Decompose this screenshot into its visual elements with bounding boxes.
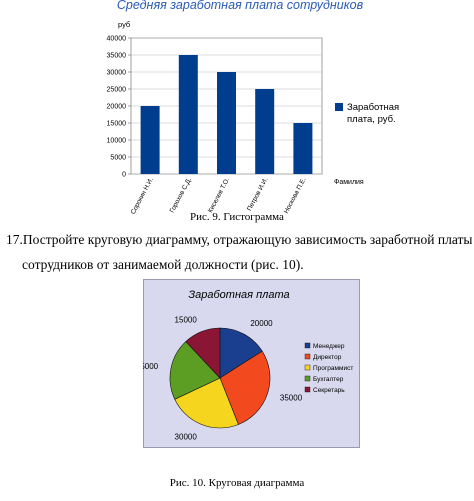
- pie-chart: Заработная плата 20000 35000 30000 25000 150…: [143, 279, 360, 448]
- pie-legend-label: Директор: [313, 354, 342, 361]
- pie-slice: [174, 377, 239, 429]
- bar-chart-title: Средняя заработная плата сотрудников: [117, 0, 364, 12]
- pie-slice: [219, 350, 271, 425]
- bar-y-tick-label: 35000: [107, 53, 127, 60]
- task-text-line-2: сотрудников от занимаемой должности (рис…: [22, 257, 304, 272]
- pie-value-labels: 20000 35000 30000 25000 15000: [143, 315, 303, 441]
- bar-chart-ylabel: руб: [118, 20, 130, 29]
- pie-value-label: 30000: [175, 433, 198, 442]
- pie-slices: [169, 327, 271, 429]
- pie-legend-swatch: [304, 386, 311, 393]
- pie-legend-label: Программист: [313, 365, 353, 372]
- bar: [255, 89, 275, 174]
- bar-chart: Средняя заработная плата сотрудников руб…: [107, 0, 402, 216]
- bar-chart-x-ticks: Сорокин Н.И. Горохов С.Д. Киселев Т.О. Петр…: [130, 176, 308, 215]
- bar-chart-y-ticks: 40000 35000 30000 25000 20000 15000 10000 5000 0: [107, 36, 127, 179]
- pie-slice: [185, 327, 221, 379]
- pie-value-label: 20000: [250, 319, 273, 328]
- pie-legend-swatch: [304, 364, 311, 371]
- pie-legend-swatch: [304, 353, 311, 360]
- pie-value-label: 35000: [280, 393, 303, 402]
- bar-y-tick-label: 10000: [107, 138, 127, 145]
- bar-legend-line-2: плата, руб.: [347, 114, 396, 125]
- bar-legend-swatch: [335, 103, 343, 111]
- pie-legend-label: Секретарь: [313, 387, 345, 394]
- bar-y-tick-label: 5000: [110, 155, 126, 162]
- bar-y-tick-label: 40000: [107, 36, 127, 43]
- bar-y-tick-label: 15000: [107, 121, 127, 128]
- bar-chart-xlabel: Фамилия: [334, 179, 364, 186]
- pie-slice: [169, 341, 221, 400]
- bar: [217, 72, 236, 174]
- bar-y-tick-label: 0: [122, 172, 126, 179]
- bar: [178, 55, 198, 174]
- bar-x-tick-label: Горохов С.Д.: [169, 176, 193, 214]
- bar-legend-label: Заработная плата, руб.: [347, 102, 402, 125]
- task-text-line-1: 17.Постройте круговую диаграмму, отражаю…: [6, 232, 473, 247]
- pie-value-label: 15000: [175, 315, 198, 324]
- pie-legend-label: Бухгалтер: [313, 376, 344, 383]
- pie-legend-swatch: [304, 375, 311, 382]
- pie-legend-label: Менеджер: [313, 343, 345, 350]
- bar-x-tick-label: Петров И.И.: [246, 176, 269, 212]
- bar-y-tick-label: 30000: [107, 70, 127, 77]
- pie-value-label: 25000: [143, 362, 159, 371]
- bar-x-tick-label: Киселев Т.О.: [207, 176, 231, 214]
- bar: [140, 106, 160, 174]
- bar-x-tick-label: Носкова П.Е.: [283, 176, 308, 214]
- pie-legend-swatch: [304, 342, 311, 349]
- fig9-caption: Рис. 9. Гистограмма: [190, 211, 284, 223]
- bar-legend-line-1: Заработная: [347, 102, 399, 113]
- pie-legend: Менеджер Директор Программист Бухгалтер Секр…: [304, 342, 353, 394]
- bar-y-tick-label: 20000: [107, 104, 127, 111]
- bar: [293, 123, 313, 174]
- bar-x-tick-label: Сорокин Н.И.: [130, 176, 155, 215]
- bar-chart-bars: [140, 55, 313, 174]
- bar-y-tick-label: 25000: [107, 87, 127, 94]
- pie-chart-title: Заработная плата: [188, 289, 289, 301]
- fig10-caption: Рис. 10. Круговая диаграмма: [169, 477, 305, 489]
- pie-slice: [219, 327, 263, 379]
